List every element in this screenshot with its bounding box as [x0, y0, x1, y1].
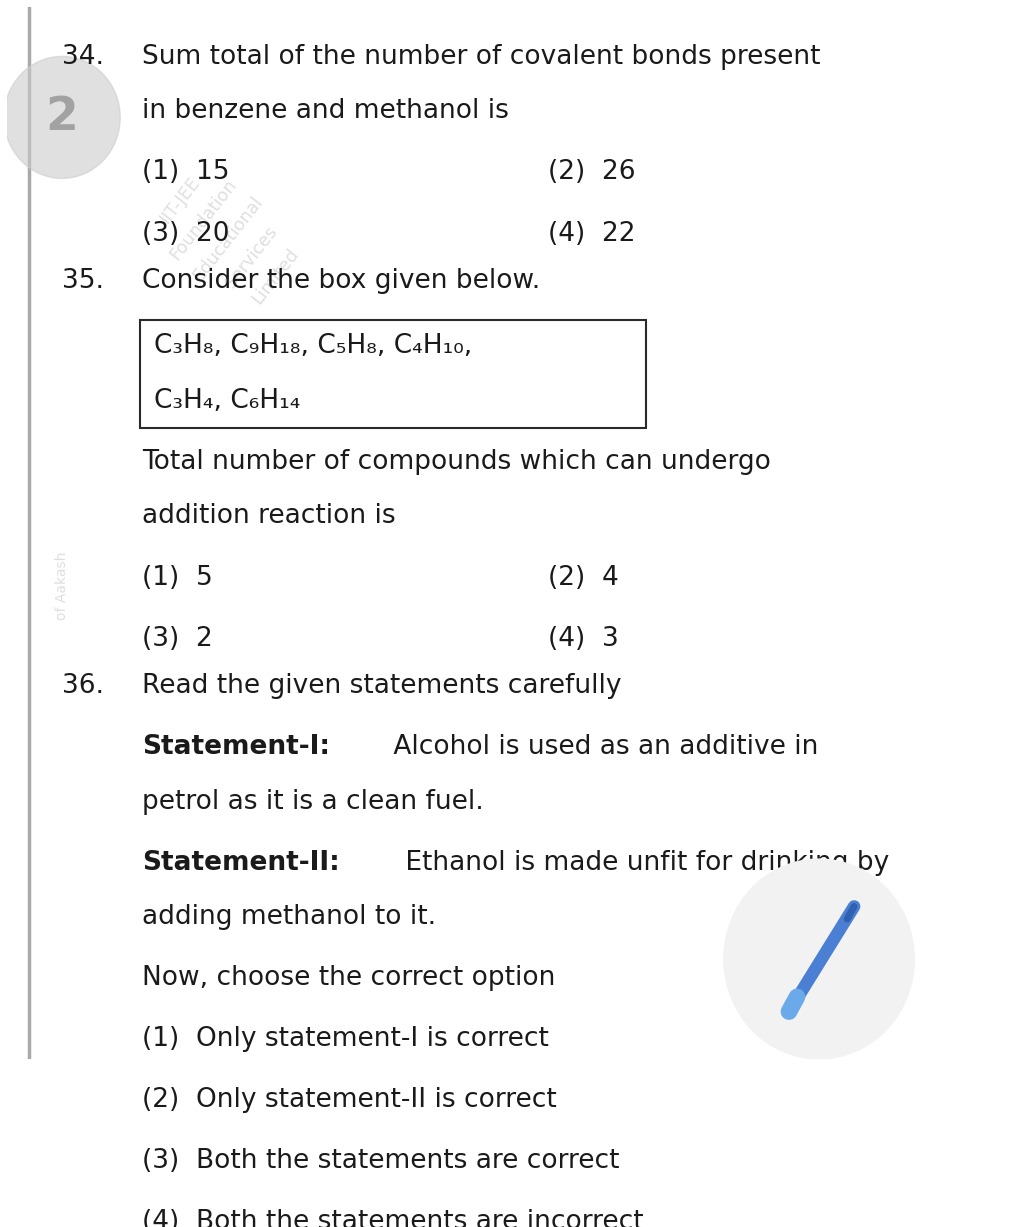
Text: 36.: 36. [62, 672, 104, 699]
Circle shape [724, 859, 914, 1059]
Text: (1)  15: (1) 15 [142, 160, 229, 185]
Text: (4)  3: (4) 3 [549, 626, 620, 652]
Text: Sum total of the number of covalent bonds present: Sum total of the number of covalent bond… [142, 44, 821, 70]
Text: IIT-JEE
Foundation
Educational
Services
Limited: IIT-JEE Foundation Educational Services … [140, 155, 314, 321]
Text: Alcohol is used as an additive in: Alcohol is used as an additive in [385, 734, 818, 760]
Text: (1)  Only statement-I is correct: (1) Only statement-I is correct [142, 1026, 549, 1053]
Text: of Aakash: of Aakash [55, 551, 69, 620]
Text: (3)  Both the statements are correct: (3) Both the statements are correct [142, 1148, 620, 1174]
Text: addition reaction is: addition reaction is [142, 503, 396, 530]
Text: (1)  5: (1) 5 [142, 564, 213, 590]
Text: Consider the box given below.: Consider the box given below. [142, 267, 541, 293]
Text: Statement-II:: Statement-II: [142, 849, 340, 876]
Text: Read the given statements carefully: Read the given statements carefully [142, 672, 622, 699]
Circle shape [4, 56, 120, 178]
Text: (2)  4: (2) 4 [549, 564, 620, 590]
Text: (2)  Only statement-II is correct: (2) Only statement-II is correct [142, 1087, 557, 1113]
Text: (4)  22: (4) 22 [549, 221, 636, 247]
Text: (3)  20: (3) 20 [142, 221, 229, 247]
Text: petrol as it is a clean fuel.: petrol as it is a clean fuel. [142, 789, 484, 815]
Text: (3)  2: (3) 2 [142, 626, 213, 652]
Text: Total number of compounds which can undergo: Total number of compounds which can unde… [142, 449, 771, 475]
Text: Ethanol is made unfit for drinking by: Ethanol is made unfit for drinking by [397, 849, 890, 876]
Text: in benzene and methanol is: in benzene and methanol is [142, 98, 509, 124]
Text: (2)  26: (2) 26 [549, 160, 636, 185]
Text: Now, choose the correct option: Now, choose the correct option [142, 966, 556, 991]
Text: Statement-I:: Statement-I: [142, 734, 331, 760]
Text: adding methanol to it.: adding methanol to it. [142, 904, 436, 930]
Text: 2: 2 [46, 94, 79, 140]
Text: C₃H₄, C₆H₁₄: C₃H₄, C₆H₁₄ [155, 388, 301, 413]
Text: (4)  Both the statements are incorrect: (4) Both the statements are incorrect [142, 1210, 644, 1227]
Text: 35.: 35. [62, 267, 104, 293]
Text: 34.: 34. [62, 44, 104, 70]
FancyBboxPatch shape [140, 320, 645, 428]
Text: C₃H₈, C₉H₁₈, C₅H₈, C₄H₁₀,: C₃H₈, C₉H₁₈, C₅H₈, C₄H₁₀, [155, 333, 473, 360]
